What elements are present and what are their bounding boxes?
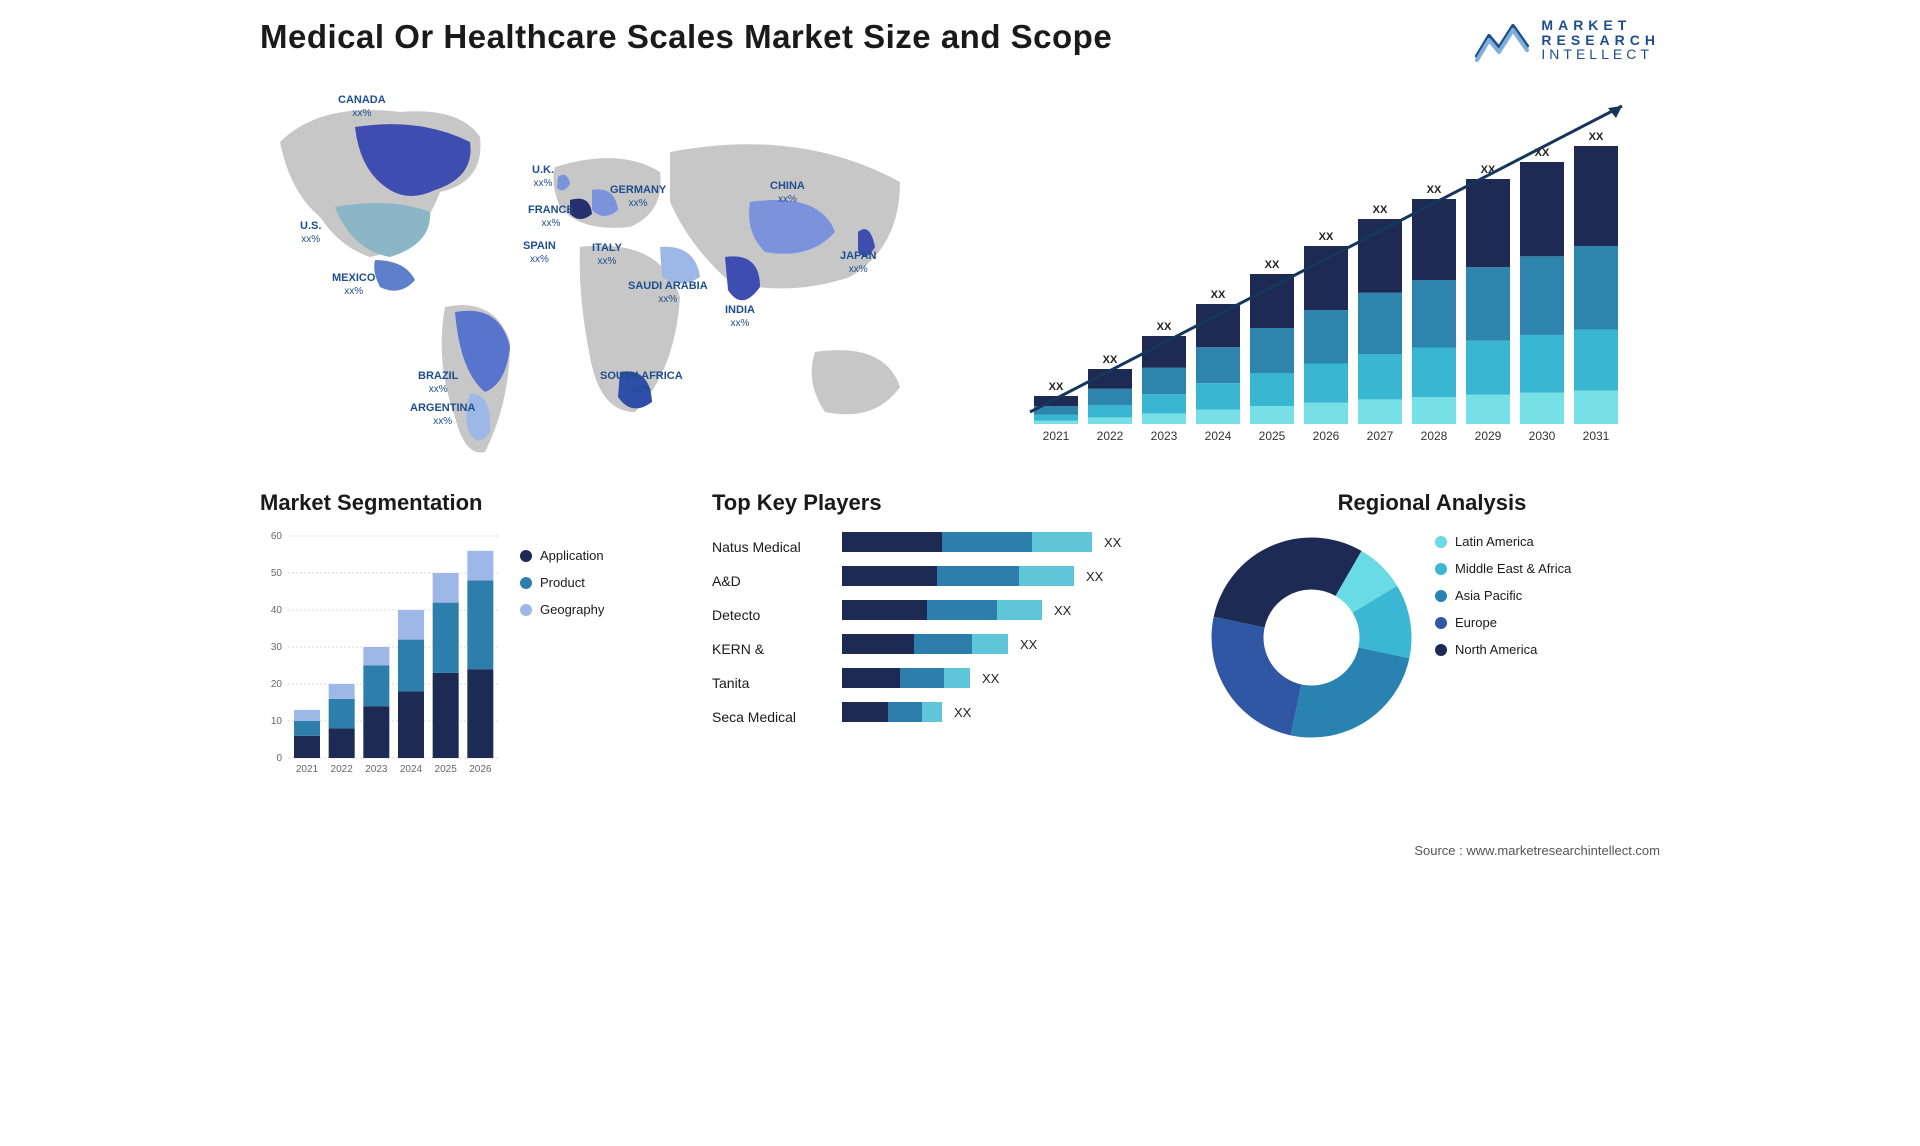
svg-text:XX: XX bbox=[1054, 603, 1072, 618]
logo-line1: MARKET bbox=[1541, 18, 1660, 33]
regional-section: Regional Analysis Latin America Middle Ea… bbox=[1204, 490, 1660, 780]
svg-text:2025: 2025 bbox=[435, 764, 458, 775]
player-label: A&D bbox=[712, 564, 832, 598]
map-label-southafrica: SOUTH AFRICAxx% bbox=[600, 370, 683, 395]
svg-text:XX: XX bbox=[1157, 321, 1172, 333]
players-chart: XX XX XX XX XX XX bbox=[842, 530, 1182, 735]
map-label-canada: CANADAxx% bbox=[338, 94, 386, 119]
player-label: KERN & bbox=[712, 632, 832, 666]
segmentation-section: Market Segmentation 0 10 20 30 40 50 60 2021 202… bbox=[260, 490, 690, 780]
map-label-spain: SPAINxx% bbox=[523, 240, 556, 265]
map-label-brazil: BRAZILxx% bbox=[418, 370, 458, 395]
world-map-panel: CANADAxx% U.S.xx% MEXICOxx% BRAZILxx% ARGENT… bbox=[260, 72, 1000, 472]
svg-text:0: 0 bbox=[276, 753, 282, 764]
segmentation-chart: 0 10 20 30 40 50 60 2021 2022 2023 2024 2025 2026 bbox=[260, 530, 500, 780]
svg-text:XX: XX bbox=[1086, 569, 1104, 584]
svg-text:XX: XX bbox=[982, 671, 1000, 686]
svg-text:2021: 2021 bbox=[1043, 429, 1070, 443]
seg-legend-item: Product bbox=[520, 575, 604, 590]
page-title: Medical Or Healthcare Scales Market Size… bbox=[260, 18, 1112, 56]
svg-text:XX: XX bbox=[1373, 204, 1388, 216]
brand-logo: MARKET RESEARCH INTELLECT bbox=[1475, 18, 1660, 62]
players-title: Top Key Players bbox=[712, 490, 1182, 516]
svg-text:2030: 2030 bbox=[1529, 429, 1556, 443]
segmentation-title: Market Segmentation bbox=[260, 490, 690, 516]
regional-legend-item: Middle East & Africa bbox=[1435, 561, 1571, 576]
svg-text:2022: 2022 bbox=[1097, 429, 1124, 443]
logo-line3: INTELLECT bbox=[1541, 47, 1660, 62]
svg-text:XX: XX bbox=[1103, 354, 1118, 366]
map-label-saudiarabia: SAUDI ARABIAxx% bbox=[628, 280, 708, 305]
segmentation-legend: Application Product Geography bbox=[520, 530, 604, 780]
map-label-germany: GERMANYxx% bbox=[610, 184, 666, 209]
svg-text:2026: 2026 bbox=[469, 764, 492, 775]
player-label: Detecto bbox=[712, 598, 832, 632]
logo-line2: RESEARCH bbox=[1541, 33, 1660, 48]
regional-title: Regional Analysis bbox=[1204, 490, 1660, 516]
seg-legend-item: Geography bbox=[520, 602, 604, 617]
player-label: Seca Medical bbox=[712, 700, 832, 734]
regional-legend-item: Asia Pacific bbox=[1435, 588, 1571, 603]
growth-chart-panel: XX 2021 XX 2022 XX 2023 XX 2024 XX 2025 XX 2026 XX 20… bbox=[1020, 72, 1660, 472]
map-label-uk: U.K.xx% bbox=[532, 164, 554, 189]
regional-legend-item: Europe bbox=[1435, 615, 1571, 630]
svg-text:2024: 2024 bbox=[400, 764, 423, 775]
players-labels: Natus MedicalA&DDetectoKERN &TanitaSeca … bbox=[712, 530, 832, 735]
svg-text:2021: 2021 bbox=[296, 764, 319, 775]
svg-text:2023: 2023 bbox=[1151, 429, 1178, 443]
map-label-us: U.S.xx% bbox=[300, 220, 321, 245]
svg-text:2024: 2024 bbox=[1205, 429, 1232, 443]
regional-legend-item: Latin America bbox=[1435, 534, 1571, 549]
regional-legend: Latin America Middle East & Africa Asia Pa… bbox=[1435, 530, 1571, 669]
svg-text:2025: 2025 bbox=[1259, 429, 1286, 443]
player-label: Natus Medical bbox=[712, 530, 832, 564]
map-label-india: INDIAxx% bbox=[725, 304, 755, 329]
svg-text:30: 30 bbox=[271, 642, 283, 653]
players-section: Top Key Players Natus MedicalA&DDetectoK… bbox=[712, 490, 1182, 780]
svg-text:2031: 2031 bbox=[1583, 429, 1610, 443]
svg-text:10: 10 bbox=[271, 716, 283, 727]
player-label: Tanita bbox=[712, 666, 832, 700]
svg-text:XX: XX bbox=[1020, 637, 1038, 652]
logo-icon bbox=[1475, 18, 1531, 62]
svg-text:XX: XX bbox=[1049, 381, 1064, 393]
svg-text:60: 60 bbox=[271, 531, 283, 542]
svg-text:20: 20 bbox=[271, 679, 283, 690]
svg-text:2023: 2023 bbox=[365, 764, 388, 775]
map-label-japan: JAPANxx% bbox=[840, 250, 876, 275]
svg-text:XX: XX bbox=[1104, 535, 1122, 550]
svg-text:XX: XX bbox=[1265, 259, 1280, 271]
regional-donut bbox=[1204, 530, 1419, 745]
growth-chart: XX 2021 XX 2022 XX 2023 XX 2024 XX 2025 XX 2026 XX 20… bbox=[1020, 72, 1660, 472]
seg-legend-item: Application bbox=[520, 548, 604, 563]
map-label-italy: ITALYxx% bbox=[592, 242, 622, 267]
regional-legend-item: North America bbox=[1435, 642, 1571, 657]
svg-text:2029: 2029 bbox=[1475, 429, 1502, 443]
map-label-mexico: MEXICOxx% bbox=[332, 272, 375, 297]
svg-text:2028: 2028 bbox=[1421, 429, 1448, 443]
svg-text:XX: XX bbox=[1319, 231, 1334, 243]
svg-text:2026: 2026 bbox=[1313, 429, 1340, 443]
svg-text:2022: 2022 bbox=[331, 764, 354, 775]
svg-text:40: 40 bbox=[271, 605, 283, 616]
svg-text:XX: XX bbox=[954, 705, 972, 720]
svg-text:50: 50 bbox=[271, 568, 283, 579]
map-label-argentina: ARGENTINAxx% bbox=[410, 402, 475, 427]
svg-text:XX: XX bbox=[1427, 184, 1442, 196]
svg-text:XX: XX bbox=[1211, 289, 1226, 301]
source-text: Source : www.marketresearchintellect.com bbox=[1414, 843, 1660, 858]
map-label-france: FRANCExx% bbox=[528, 204, 574, 229]
svg-text:XX: XX bbox=[1589, 131, 1604, 143]
map-label-china: CHINAxx% bbox=[770, 180, 805, 205]
svg-text:2027: 2027 bbox=[1367, 429, 1394, 443]
